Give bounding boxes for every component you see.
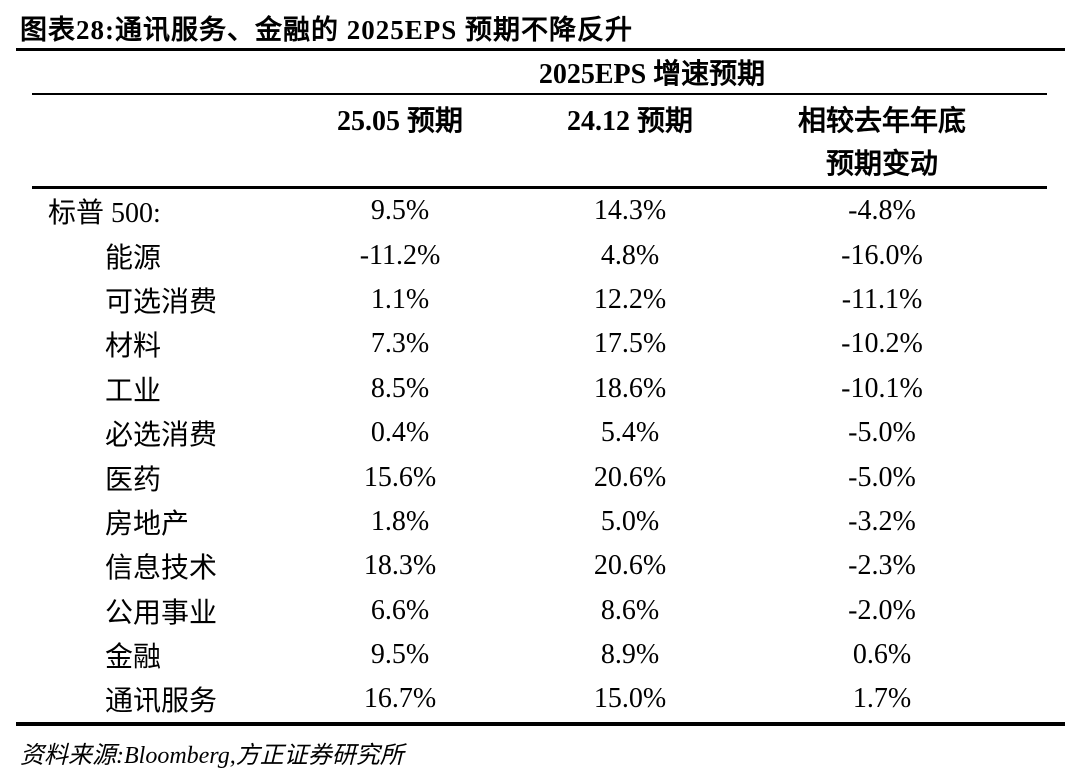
column-header-2412: 24.12 预期	[566, 106, 693, 137]
value-2505: 1.1%	[370, 283, 430, 315]
value-2412: 18.6%	[593, 372, 667, 404]
header-right-spacer	[1022, 95, 1047, 186]
row-right-spacer	[1022, 233, 1047, 277]
row-label: 信息技术	[105, 553, 218, 585]
row-right-spacer	[1022, 455, 1047, 499]
row-right-spacer	[1022, 500, 1047, 544]
value-2412: 20.6%	[593, 461, 667, 493]
row-right-spacer	[1022, 544, 1047, 588]
value-2505: 9.5%	[370, 639, 430, 671]
value-change: 0.6%	[852, 639, 912, 671]
title-rule	[16, 48, 1065, 51]
value-2412: 5.0%	[600, 505, 660, 537]
value-change: 1.7%	[852, 683, 912, 715]
eps-table: 2025EPS 增速预期 25.05 预期 24.12 预期 相较去年年底 预期…	[32, 51, 1047, 722]
table-row: 信息技术 18.3% 20.6% -2.3%	[32, 544, 1047, 588]
table-header-row: 25.05 预期 24.12 预期 相较去年年底 预期变动	[32, 95, 1047, 186]
row-right-spacer	[1022, 633, 1047, 677]
table-row: 医药 15.6% 20.6% -5.0%	[32, 455, 1047, 499]
value-2412: 17.5%	[593, 328, 667, 360]
row-right-spacer	[1022, 278, 1047, 322]
value-2412: 12.2%	[593, 283, 667, 315]
column-header-change-line2: 预期变动	[825, 149, 938, 180]
value-2412: 8.9%	[600, 639, 660, 671]
row-label: 必选消费	[105, 420, 218, 452]
group-header-rule	[32, 93, 1047, 95]
row-label: 金融	[105, 642, 162, 674]
row-label: 通讯服务	[105, 686, 218, 718]
table-body: 标普 500: 9.5% 14.3% -4.8% 能源 -11.2% 4.8% -16.0% 可…	[32, 189, 1047, 722]
bottom-rule	[16, 721, 1065, 726]
value-2505: 8.5%	[370, 372, 430, 404]
value-change: -5.0%	[848, 417, 916, 449]
column-header-2505: 25.05 预期	[336, 106, 463, 137]
table-row: 能源 -11.2% 4.8% -16.0%	[32, 233, 1047, 277]
row-label: 可选消费	[105, 286, 218, 318]
table-row: 公用事业 6.6% 8.6% -2.0%	[32, 589, 1047, 633]
figure-title: 图表28:通讯服务、金融的 2025EPS 预期不降反升	[20, 14, 634, 45]
value-2505: 7.3%	[370, 328, 430, 360]
value-change: -5.0%	[848, 461, 916, 493]
table-group-header-row: 2025EPS 增速预期	[32, 51, 1047, 93]
value-2412: 20.6%	[593, 550, 667, 582]
value-change: -2.3%	[848, 550, 916, 582]
column-header-change-line1: 相较去年年底	[797, 106, 966, 137]
row-right-spacer	[1022, 677, 1047, 721]
value-2412: 4.8%	[600, 239, 660, 271]
table-row: 必选消费 0.4% 5.4% -5.0%	[32, 411, 1047, 455]
table-row: 通讯服务 16.7% 15.0% 1.7%	[32, 677, 1047, 721]
source-note: 资料来源:Bloomberg,方正证券研究所	[20, 742, 404, 769]
header-spacer	[32, 95, 282, 186]
value-2505: 18.3%	[363, 550, 437, 582]
value-2412: 15.0%	[593, 683, 667, 715]
table-row: 房地产 1.8% 5.0% -3.2%	[32, 500, 1047, 544]
row-label: 标普 500:	[48, 198, 161, 230]
table-row: 可选消费 1.1% 12.2% -11.1%	[32, 278, 1047, 322]
value-change: -10.2%	[841, 328, 923, 360]
value-2412: 14.3%	[593, 195, 667, 227]
value-2505: 15.6%	[363, 461, 437, 493]
row-label: 房地产	[105, 508, 190, 540]
column-header-change: 相较去年年底 预期变动	[742, 95, 1022, 186]
value-2505: 0.4%	[370, 417, 430, 449]
row-label: 材料	[105, 331, 162, 363]
value-2505: 1.8%	[370, 505, 430, 537]
row-right-spacer	[1022, 367, 1047, 411]
header-rule	[32, 186, 1047, 189]
row-label: 能源	[105, 242, 162, 274]
value-2412: 8.6%	[600, 594, 660, 626]
value-2505: -11.2%	[359, 239, 441, 271]
column-group-header: 2025EPS 增速预期	[538, 59, 766, 90]
value-2505: 6.6%	[370, 594, 430, 626]
value-change: -2.0%	[848, 594, 916, 626]
value-change: -4.8%	[848, 195, 916, 227]
row-right-spacer	[1022, 589, 1047, 633]
value-change: -11.1%	[841, 283, 923, 315]
value-change: -3.2%	[848, 505, 916, 537]
table-row: 标普 500: 9.5% 14.3% -4.8%	[32, 189, 1047, 233]
value-change: -16.0%	[841, 239, 923, 271]
row-label: 公用事业	[105, 597, 218, 629]
row-label: 医药	[105, 464, 162, 496]
row-right-spacer	[1022, 322, 1047, 366]
value-2505: 16.7%	[363, 683, 437, 715]
row-right-spacer	[1022, 411, 1047, 455]
table-row: 工业 8.5% 18.6% -10.1%	[32, 367, 1047, 411]
row-right-spacer	[1022, 189, 1047, 233]
value-change: -10.1%	[841, 372, 923, 404]
row-label: 工业	[105, 375, 162, 407]
value-2412: 5.4%	[600, 417, 660, 449]
table-row: 材料 7.3% 17.5% -10.2%	[32, 322, 1047, 366]
table-row: 金融 9.5% 8.9% 0.6%	[32, 633, 1047, 677]
value-2505: 9.5%	[370, 195, 430, 227]
